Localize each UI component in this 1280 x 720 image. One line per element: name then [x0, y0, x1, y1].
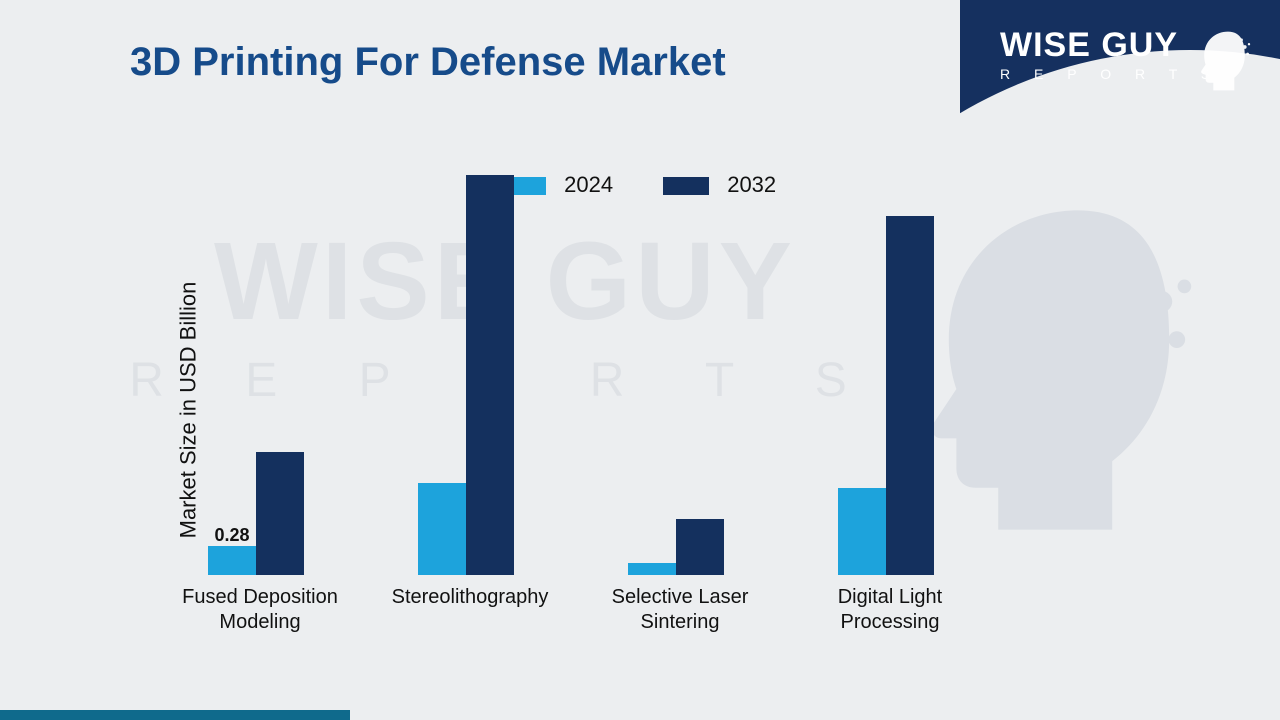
- bar-2024: [418, 483, 466, 575]
- bar-2032: [886, 216, 934, 575]
- plot-area: [120, 175, 950, 575]
- stage: WISE GUY R E P O R T S 3D Printing For D…: [0, 0, 1280, 720]
- category-label: Digital Light Processing: [810, 585, 970, 635]
- category-label: Fused Deposition Modeling: [180, 585, 340, 635]
- bottom-accent-bar: [0, 710, 350, 720]
- brand-head-icon: [1186, 26, 1256, 96]
- category-label: Stereolithography: [390, 585, 550, 610]
- bar-2032: [676, 519, 724, 575]
- value-label: 0.28: [202, 525, 262, 546]
- chart: Market Size in USD Billion Fused Deposit…: [70, 175, 950, 645]
- category-label: Selective Laser Sintering: [600, 585, 760, 635]
- bar-2032: [256, 452, 304, 575]
- bar-2032: [466, 175, 514, 575]
- brand-logo: WISE GUY R E P O R T S: [1000, 28, 1250, 82]
- chart-title: 3D Printing For Defense Market: [130, 40, 726, 85]
- bar-2024: [208, 546, 256, 575]
- bar-2024: [838, 488, 886, 575]
- bar-2024: [628, 563, 676, 575]
